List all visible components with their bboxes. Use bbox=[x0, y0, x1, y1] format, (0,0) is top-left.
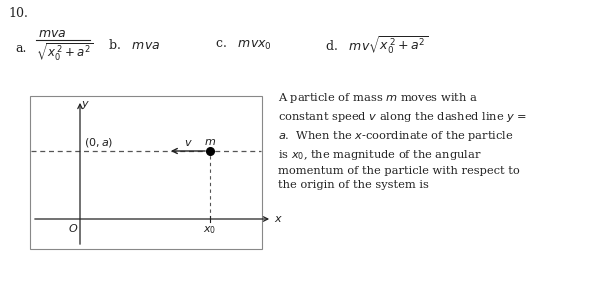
Text: d.   $mv\sqrt{x_0^{\,2}+a^2}$: d. $mv\sqrt{x_0^{\,2}+a^2}$ bbox=[325, 34, 428, 56]
Text: $x$: $x$ bbox=[274, 214, 283, 224]
Text: 10.: 10. bbox=[8, 7, 28, 20]
Text: $y$: $y$ bbox=[81, 99, 90, 111]
Text: $O$: $O$ bbox=[67, 222, 78, 234]
Text: $(0, a)$: $(0, a)$ bbox=[84, 136, 113, 149]
Bar bbox=[30, 96, 262, 249]
Text: A particle of mass $m$ moves with a
constant speed $v$ along the dashed line $y$: A particle of mass $m$ moves with a cons… bbox=[278, 91, 527, 190]
Text: $mva$: $mva$ bbox=[38, 27, 66, 40]
Text: $m$: $m$ bbox=[204, 137, 216, 147]
Text: $x_0$: $x_0$ bbox=[203, 224, 217, 236]
Text: $\sqrt{x_0^{\,2}+a^2}$: $\sqrt{x_0^{\,2}+a^2}$ bbox=[36, 42, 93, 63]
Text: c.   $mvx_0$: c. $mvx_0$ bbox=[215, 38, 272, 52]
Text: $v$: $v$ bbox=[184, 138, 193, 148]
Text: b.   $mva$: b. $mva$ bbox=[108, 38, 160, 52]
Text: a.: a. bbox=[15, 42, 26, 56]
